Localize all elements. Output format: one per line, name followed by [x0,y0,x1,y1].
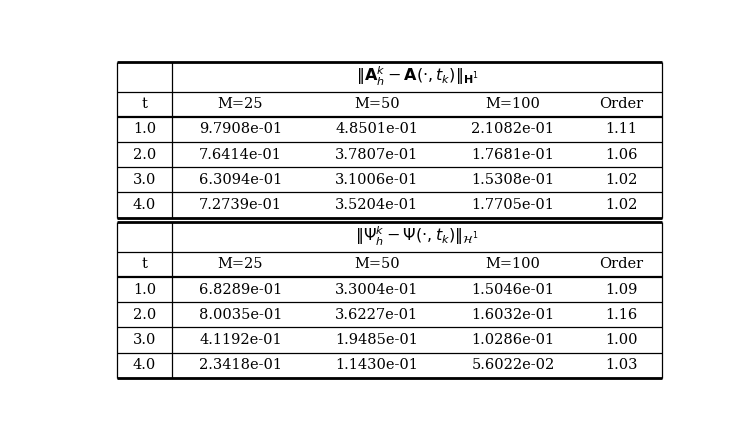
Text: 2.3418e-01: 2.3418e-01 [199,358,282,372]
Text: 1.0: 1.0 [133,283,156,296]
Text: 3.6227e-01: 3.6227e-01 [335,308,418,322]
Text: 3.0: 3.0 [133,173,156,187]
Text: 1.02: 1.02 [605,173,637,187]
Text: 1.09: 1.09 [605,283,637,296]
Text: 4.0: 4.0 [133,358,156,372]
Text: 6.3094e-01: 6.3094e-01 [199,173,282,187]
Text: t: t [141,257,147,271]
Text: 3.5204e-01: 3.5204e-01 [335,198,418,212]
Text: 1.11: 1.11 [605,122,637,137]
Text: 1.7681e-01: 1.7681e-01 [471,148,554,162]
Text: 1.03: 1.03 [605,358,637,372]
Text: 2.0: 2.0 [133,308,156,322]
Text: 3.1006e-01: 3.1006e-01 [335,173,418,187]
Text: M=100: M=100 [485,97,540,111]
Text: 3.0: 3.0 [133,333,156,347]
Text: M=25: M=25 [218,97,263,111]
Text: 7.2739e-01: 7.2739e-01 [199,198,282,212]
Text: 8.0035e-01: 8.0035e-01 [199,308,282,322]
Text: M=100: M=100 [485,257,540,271]
Text: 1.0: 1.0 [133,122,156,137]
Text: 4.8501e-01: 4.8501e-01 [335,122,418,137]
Text: 1.5308e-01: 1.5308e-01 [471,173,554,187]
Text: t: t [141,97,147,111]
Text: 1.00: 1.00 [605,333,637,347]
Text: 1.02: 1.02 [605,198,637,212]
Text: 9.7908e-01: 9.7908e-01 [199,122,282,137]
Text: $\|\mathbf{A}_h^k - \mathbf{A}(\cdot, t_k)\|_{\mathbf{H}^1}$: $\|\mathbf{A}_h^k - \mathbf{A}(\cdot, t_… [355,65,479,88]
Text: 1.9485e-01: 1.9485e-01 [335,333,418,347]
Text: M=50: M=50 [354,257,399,271]
Text: M=25: M=25 [218,257,263,271]
Text: 4.1192e-01: 4.1192e-01 [199,333,282,347]
Text: $\|\Psi_h^k - \Psi(\cdot, t_k)\|_{\mathcal{H}^1}$: $\|\Psi_h^k - \Psi(\cdot, t_k)\|_{\mathc… [355,225,479,248]
Text: 5.6022e-02: 5.6022e-02 [471,358,554,372]
Text: 2.0: 2.0 [133,148,156,162]
Text: 3.3004e-01: 3.3004e-01 [335,283,418,296]
Text: 2.1082e-01: 2.1082e-01 [471,122,554,137]
Text: 1.6032e-01: 1.6032e-01 [471,308,554,322]
Text: 1.1430e-01: 1.1430e-01 [335,358,418,372]
Text: M=50: M=50 [354,97,399,111]
Text: 1.7705e-01: 1.7705e-01 [471,198,554,212]
Text: 1.16: 1.16 [605,308,637,322]
Text: 1.06: 1.06 [605,148,637,162]
Text: 7.6414e-01: 7.6414e-01 [199,148,282,162]
Text: 6.8289e-01: 6.8289e-01 [199,283,282,296]
Text: Order: Order [599,97,643,111]
Text: Order: Order [599,257,643,271]
Text: 3.7807e-01: 3.7807e-01 [335,148,418,162]
Text: 4.0: 4.0 [133,198,156,212]
Text: 1.0286e-01: 1.0286e-01 [471,333,554,347]
Text: 1.5046e-01: 1.5046e-01 [471,283,554,296]
